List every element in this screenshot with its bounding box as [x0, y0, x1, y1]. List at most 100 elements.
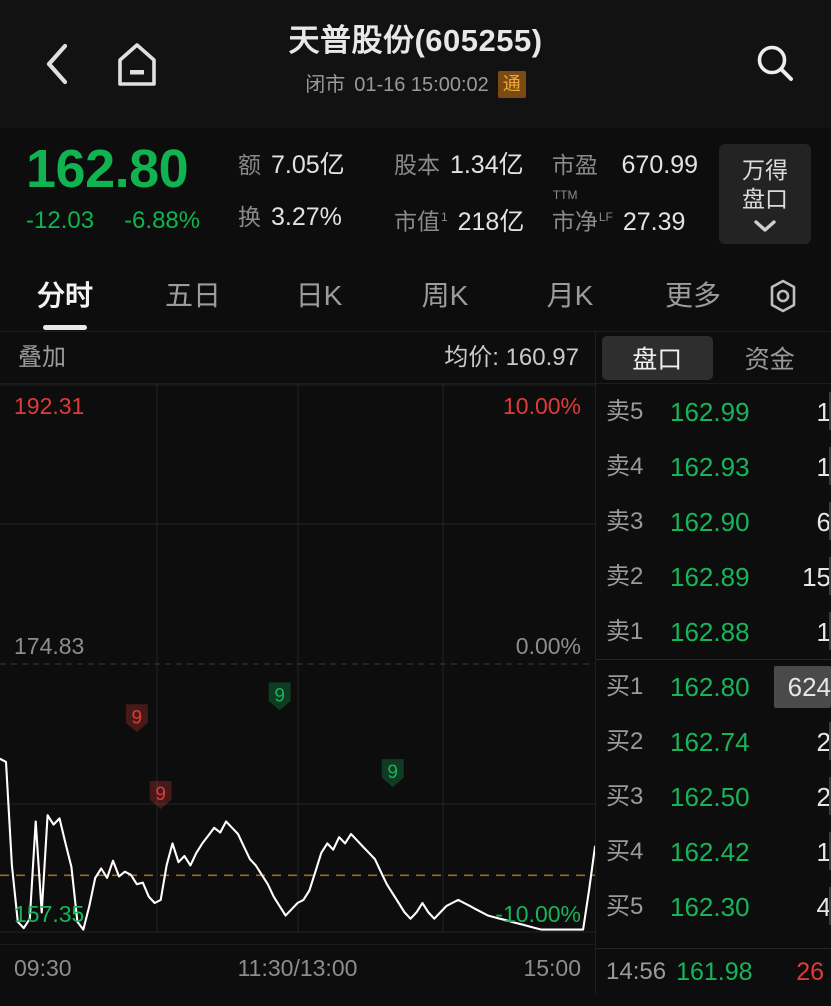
last-price: 162.80	[26, 139, 189, 199]
stat-market-cap: 市值1 218亿	[394, 202, 552, 237]
row-label: 买1	[606, 673, 644, 700]
tick-volume: 26	[796, 957, 824, 986]
segment-orderbook[interactable]: 盘口	[602, 335, 713, 380]
row-edge-marker	[829, 777, 831, 815]
orderbook-row-buy2[interactable]: 买2 162.74 2	[596, 714, 831, 769]
orderbook-row-sell5[interactable]: 卖5 162.99 1	[596, 384, 831, 439]
wind-orderbook-button[interactable]: 万得 盘口	[719, 144, 811, 244]
content-split: 叠加 均价: 160.97	[0, 332, 831, 994]
stat-share-capital: 股本 1.34亿	[394, 150, 552, 180]
signal-marker-sell-1: 9	[149, 781, 172, 809]
chevron-left-icon	[46, 43, 68, 85]
price-line-chart: 9 9 9 9	[0, 384, 595, 933]
time-tick-close: 15:00	[523, 955, 581, 981]
tab-yuek[interactable]: 月K	[508, 260, 632, 332]
row-price: 162.89	[670, 561, 750, 592]
row-edge-marker	[829, 392, 831, 430]
tab-label: 月K	[546, 279, 594, 311]
row-price: 162.88	[670, 616, 750, 647]
tab-more[interactable]: 更多	[632, 260, 754, 332]
row-price: 162.50	[670, 781, 750, 812]
stat-value: 27.39	[622, 207, 686, 236]
row-price: 162.90	[670, 506, 750, 537]
stat-value: 1.34亿	[449, 151, 524, 179]
svg-text:9: 9	[387, 762, 398, 783]
orderbook-row-sell4[interactable]: 卖4 162.93 1	[596, 439, 831, 494]
average-price-label: 均价: 160.97	[444, 343, 579, 371]
row-volume: 2	[816, 781, 831, 812]
tick-time: 14:56	[606, 957, 667, 985]
row-edge-marker	[829, 612, 831, 650]
orderbook-pane: 盘口 资金 卖5 162.99 1 卖4 162.93 1 卖3	[595, 332, 831, 994]
chart-time-axis: 09:30 11:30/13:00 15:00	[0, 944, 595, 994]
orderbook-row-buy1[interactable]: 买1 162.80 624	[596, 659, 831, 714]
row-label: 买5	[606, 892, 644, 920]
stat-label: 市值1	[393, 208, 448, 235]
orderbook-row-sell3[interactable]: 卖3 162.90 6	[596, 494, 831, 549]
market-status: 闭市	[305, 73, 346, 96]
row-volume: 6	[816, 506, 831, 537]
stat-value: 670.99	[621, 151, 698, 179]
tab-label: 五日	[164, 279, 221, 311]
home-button[interactable]	[108, 38, 166, 90]
signal-marker-sell-0: 9	[125, 704, 148, 733]
tab-label: 更多	[664, 279, 721, 311]
tab-rik[interactable]: 日K	[256, 260, 382, 332]
stat-superscript: LF	[598, 210, 613, 224]
search-button[interactable]	[745, 36, 805, 92]
stat-superscript: 1	[440, 210, 448, 224]
orderbook-row-buy5[interactable]: 买5 162.30 4	[596, 879, 831, 934]
row-edge-marker	[829, 502, 831, 540]
row-volume: 1	[816, 836, 831, 867]
quote-block: 162.80 -12.03 -6.88% 额 7.05亿 股本 1.34亿 市盈…	[0, 128, 831, 260]
row-edge-marker	[829, 447, 831, 485]
last-tick-row[interactable]: 14:56 161.98 26	[596, 948, 831, 994]
back-button[interactable]	[34, 40, 78, 88]
wind-button-line2: 盘口	[742, 186, 788, 212]
stat-label: 换	[238, 204, 261, 230]
row-label: 买4	[606, 837, 644, 865]
row-price: 162.30	[670, 891, 750, 922]
quote-timestamp: 01-16 15:00:02	[354, 73, 489, 96]
row-edge-marker	[829, 722, 831, 760]
row-price: 162.42	[670, 836, 750, 867]
price-column: 162.80 -12.03 -6.88%	[26, 138, 236, 236]
orderbook-row-buy4[interactable]: 买4 162.42 1	[596, 824, 831, 879]
chevron-down-icon	[754, 220, 776, 232]
row-volume: 1	[816, 616, 831, 647]
status-badge-tong: 通	[497, 71, 526, 98]
row-volume: 1	[816, 451, 831, 482]
tick-price: 161.98	[676, 957, 753, 986]
stat-pb-ratio: 市净LF 27.39	[552, 202, 698, 237]
price-change-pct: -6.88%	[124, 207, 201, 234]
segment-capital-flow[interactable]: 资金	[744, 345, 795, 374]
home-icon	[118, 43, 156, 86]
tab-wuri[interactable]: 五日	[130, 260, 256, 332]
orderbook-row-sell1[interactable]: 卖1 162.88 1	[596, 604, 831, 659]
row-edge-marker	[829, 832, 831, 870]
orderbook-rows: 卖5 162.99 1 卖4 162.93 1 卖3 162.90 6	[596, 384, 831, 934]
tab-active-underline	[43, 324, 87, 330]
row-volume: 4	[816, 891, 831, 922]
row-price: 162.74	[670, 726, 750, 757]
tab-fenshi[interactable]: 分时	[0, 260, 130, 332]
row-label: 卖3	[606, 507, 644, 535]
chart-tab-bar: 分时 五日 日K 周K 月K 更多	[0, 260, 831, 332]
row-label: 买3	[606, 782, 644, 810]
price-line	[0, 757, 595, 931]
orderbook-row-sell2[interactable]: 卖2 162.89 15	[596, 549, 831, 604]
orderbook-row-buy3[interactable]: 买3 162.50 2	[596, 769, 831, 824]
overlay-button[interactable]: 叠加	[18, 343, 66, 371]
stat-label: 股本	[393, 152, 440, 178]
row-edge-marker	[829, 557, 831, 595]
chart-gridlines	[0, 384, 595, 933]
chart-settings-button[interactable]	[757, 270, 809, 322]
tab-label: 周K	[421, 279, 469, 311]
svg-text:9: 9	[155, 784, 166, 805]
stat-superscript: TTM	[552, 188, 578, 202]
row-label: 卖1	[606, 617, 644, 645]
stat-label: 市净LF	[551, 208, 613, 235]
tab-zhouk[interactable]: 周K	[382, 260, 508, 332]
